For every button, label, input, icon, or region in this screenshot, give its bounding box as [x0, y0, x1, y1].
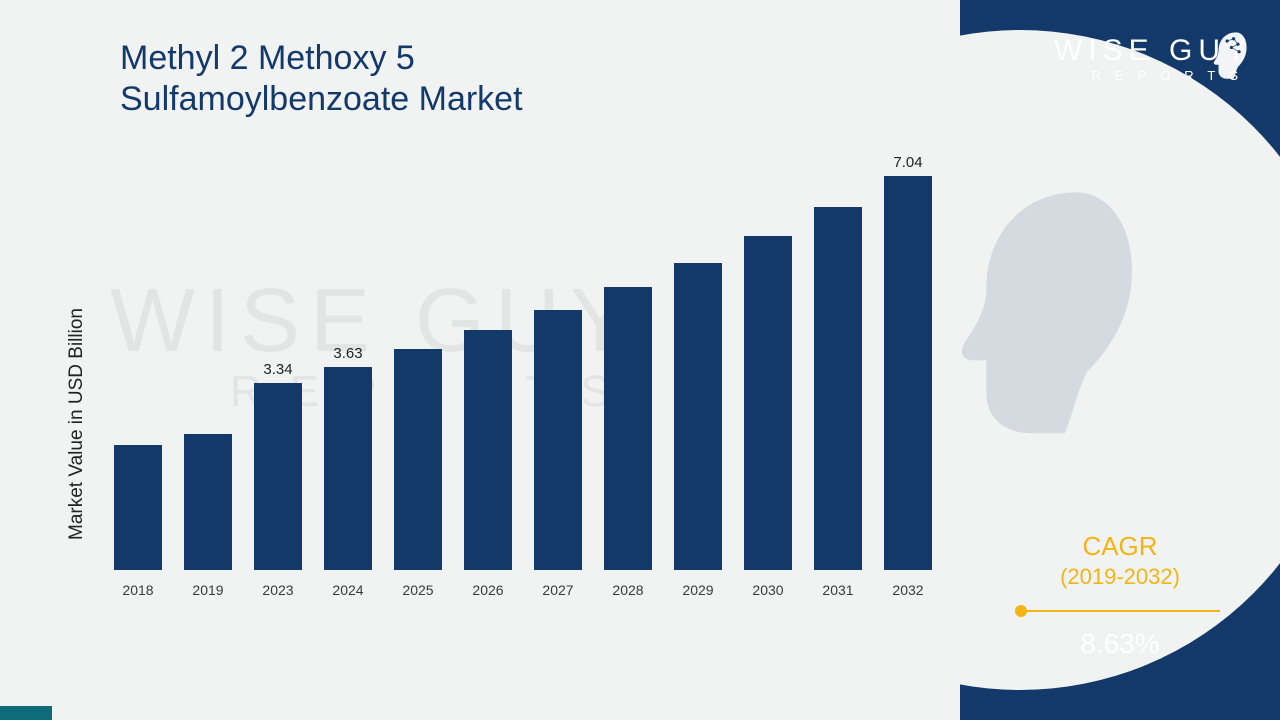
x-tick-label: 2023: [250, 582, 306, 598]
x-tick-label: 2031: [810, 582, 866, 598]
bar-slot: [390, 150, 446, 570]
plot-area: 3.34 3.63 7.04: [106, 150, 940, 570]
y-axis-label: Market Value in USD Billion: [66, 308, 88, 540]
x-tick-label: 2028: [600, 582, 656, 598]
x-tick-label: 2024: [320, 582, 376, 598]
x-tick-label: 2027: [530, 582, 586, 598]
bar: [184, 434, 232, 570]
x-axis-labels: 2018 2019 2023 2024 2025 2026 2027 2028 2029 2030…: [106, 582, 940, 598]
bar-slot: [530, 150, 586, 570]
bar-slot: 3.63: [320, 150, 376, 570]
x-tick-label: 2025: [390, 582, 446, 598]
bar-slot: [600, 150, 656, 570]
cagr-title: CAGR: [1000, 531, 1240, 562]
infographic-stage: Methyl 2 Methoxy 5 Sulfamoylbenzoate Mar…: [0, 0, 1280, 720]
cagr-block: CAGR (2019-2032) 8.63%: [1000, 531, 1240, 660]
chart-title: Methyl 2 Methoxy 5 Sulfamoylbenzoate Mar…: [120, 38, 680, 120]
bar-chart: WISE GUY REPORTS 3.343.637.04 2018201920…: [60, 150, 940, 610]
bar: [674, 263, 722, 570]
x-tick-label: 2032: [880, 582, 936, 598]
cagr-divider-line: [1020, 610, 1220, 612]
x-tick-label: 2026: [460, 582, 516, 598]
bar: [884, 176, 932, 570]
brand-logo: WISE GUY REPORTS: [1054, 36, 1252, 83]
bar-slot: [110, 150, 166, 570]
bar-slot: [740, 150, 796, 570]
bar-value-label: 7.04: [893, 154, 922, 172]
cagr-range: (2019-2032): [1000, 564, 1240, 590]
bar-slot: 7.04: [880, 150, 936, 570]
bar-value-label: 3.63: [333, 345, 362, 363]
bars-container: 3.34 3.63 7.04: [106, 150, 940, 570]
x-tick-label: 2030: [740, 582, 796, 598]
x-tick-label: 2019: [180, 582, 236, 598]
x-tick-label: 2029: [670, 582, 726, 598]
cagr-value: 8.63%: [1000, 628, 1240, 660]
bar: [604, 287, 652, 570]
bar: [394, 349, 442, 570]
bar: [464, 330, 512, 570]
bar: [324, 367, 372, 570]
bar-slot: [460, 150, 516, 570]
x-tick-label: 2018: [110, 582, 166, 598]
bar: [814, 207, 862, 570]
bar: [534, 310, 582, 570]
bar: [744, 236, 792, 570]
bar-slot: [180, 150, 236, 570]
bar: [114, 445, 162, 570]
footer-accent-bar: [0, 706, 52, 720]
bar-slot: 3.34: [250, 150, 306, 570]
bar-value-label: 3.34: [263, 361, 292, 379]
bar: [254, 383, 302, 570]
bar-slot: [810, 150, 866, 570]
bar-slot: [670, 150, 726, 570]
head-profile-icon: [1198, 28, 1252, 82]
